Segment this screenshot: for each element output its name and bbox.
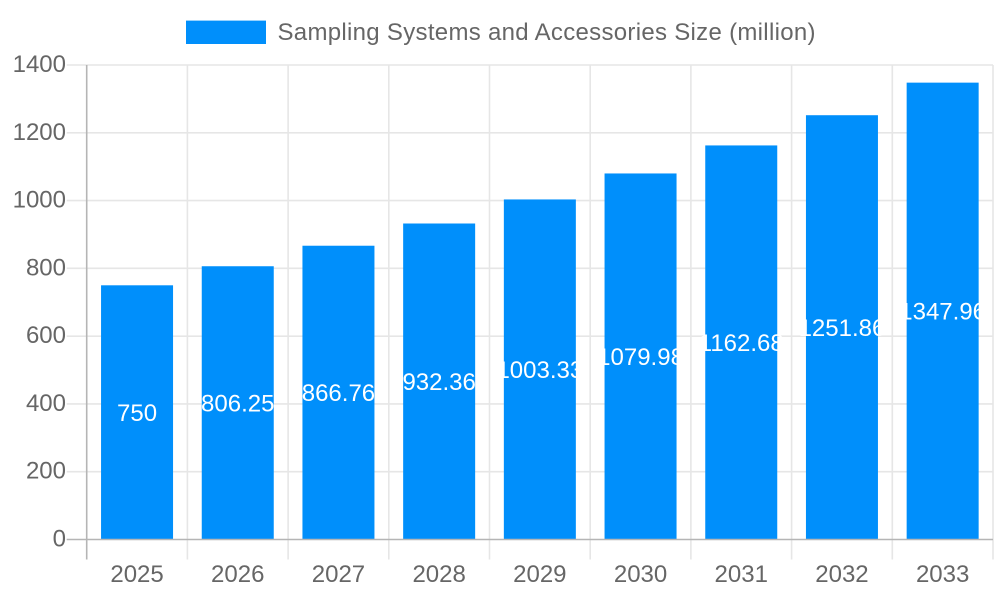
svg-text:1079.98: 1079.98 (597, 344, 684, 371)
svg-text:2027: 2027 (312, 561, 365, 588)
svg-text:2026: 2026 (211, 561, 264, 588)
svg-text:2028: 2028 (412, 561, 465, 588)
svg-text:2032: 2032 (815, 561, 868, 588)
svg-text:2025: 2025 (110, 561, 163, 588)
svg-text:866.76: 866.76 (302, 380, 375, 407)
svg-text:400: 400 (26, 390, 66, 417)
svg-text:1000: 1000 (13, 187, 66, 214)
svg-text:1162.68: 1162.68 (699, 330, 784, 357)
svg-text:1200: 1200 (13, 119, 66, 146)
svg-text:0: 0 (53, 526, 66, 553)
svg-text:2029: 2029 (513, 561, 566, 588)
svg-text:Sampling Systems and Accessori: Sampling Systems and Accessories Size (m… (278, 19, 816, 46)
svg-text:750: 750 (117, 400, 157, 427)
svg-text:806.25: 806.25 (201, 390, 274, 417)
svg-text:1400: 1400 (13, 51, 66, 78)
svg-text:600: 600 (26, 322, 66, 349)
svg-text:1347.96: 1347.96 (899, 299, 986, 326)
svg-text:1251.86: 1251.86 (799, 315, 886, 342)
svg-text:200: 200 (26, 458, 66, 485)
svg-text:2030: 2030 (614, 561, 667, 588)
svg-text:2033: 2033 (916, 561, 969, 588)
svg-text:800: 800 (26, 254, 66, 281)
svg-text:2031: 2031 (715, 561, 768, 588)
svg-text:1003.33: 1003.33 (496, 357, 583, 384)
svg-text:932.36: 932.36 (402, 369, 475, 396)
